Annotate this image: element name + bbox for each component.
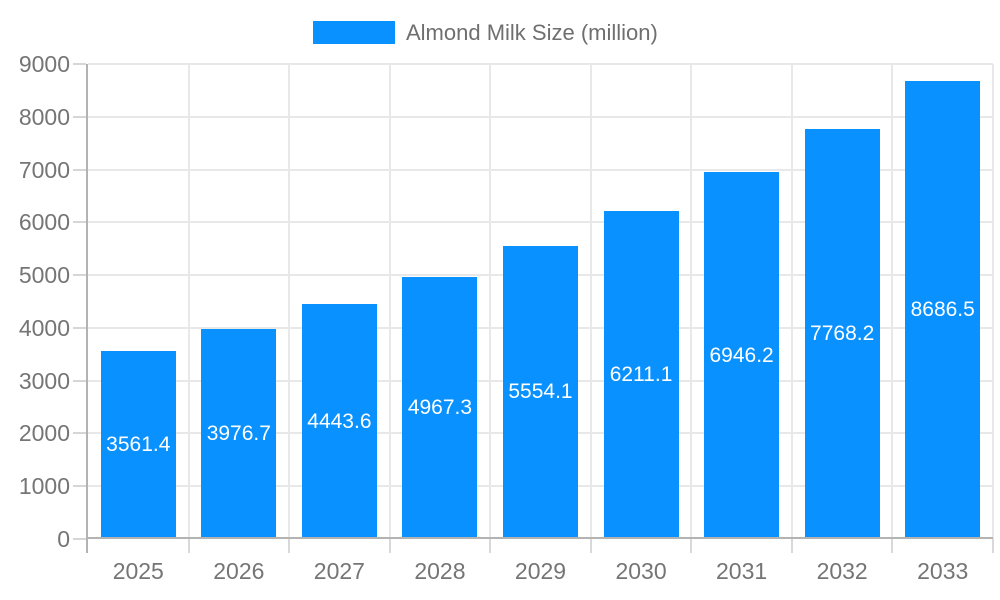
y-axis-tick xyxy=(73,432,86,435)
v-gridline xyxy=(589,64,592,539)
v-gridline xyxy=(690,64,693,539)
v-gridline xyxy=(187,64,190,539)
v-gridline xyxy=(992,64,994,539)
v-gridline xyxy=(790,64,793,539)
y-axis-tick xyxy=(73,379,86,382)
x-axis-tick xyxy=(891,539,894,553)
v-gridline xyxy=(288,64,291,539)
legend-label: Almond Milk Size (million) xyxy=(406,20,658,45)
x-axis-tick xyxy=(690,539,693,553)
x-axis-tick xyxy=(790,539,793,553)
y-axis-label: 5000 xyxy=(18,262,70,289)
h-gridline xyxy=(88,115,993,118)
y-axis-label: 3000 xyxy=(18,367,70,394)
h-gridline xyxy=(88,63,993,65)
y-axis-tick xyxy=(73,326,86,329)
h-gridline xyxy=(88,168,993,171)
y-axis-label: 7000 xyxy=(18,156,70,183)
y-axis-label: 9000 xyxy=(18,51,70,77)
y-axis-tick xyxy=(73,485,86,488)
bar-2028[interactable] xyxy=(402,276,478,537)
x-axis-label-2030: 2030 xyxy=(615,558,667,584)
x-axis-line xyxy=(88,537,993,539)
y-axis-label: 6000 xyxy=(18,209,70,236)
y-axis-tick xyxy=(73,221,86,224)
x-axis-tick xyxy=(489,539,492,553)
bar-2033[interactable] xyxy=(905,80,981,537)
x-axis-label-2025: 2025 xyxy=(112,558,164,584)
y-axis-line xyxy=(86,64,88,553)
y-axis-tick xyxy=(73,538,86,540)
legend-item[interactable]: Almond Milk Size (million) xyxy=(313,20,658,45)
bar-2026[interactable] xyxy=(201,329,277,537)
x-axis-label-2033: 2033 xyxy=(917,558,969,584)
bar-2031[interactable] xyxy=(704,172,780,537)
plot-area: 0 1000 2000 3000 4000 5000 6000 7000 8000 9000 356… xyxy=(19,51,994,584)
x-axis-label-2026: 2026 xyxy=(213,558,265,584)
x-axis-tick xyxy=(388,539,391,553)
y-axis-label: 0 xyxy=(57,526,70,552)
y-axis-label: 8000 xyxy=(18,103,70,130)
h-gridline xyxy=(88,221,993,224)
bar-2027[interactable] xyxy=(301,304,377,537)
v-gridline xyxy=(489,64,492,539)
y-axis-tick xyxy=(73,63,86,65)
x-axis-label-2032: 2032 xyxy=(816,558,868,584)
v-gridline xyxy=(388,64,391,539)
v-gridline xyxy=(891,64,894,539)
bar-2030[interactable] xyxy=(603,211,679,537)
x-axis-tick xyxy=(992,539,994,553)
y-axis-label: 2000 xyxy=(18,420,70,447)
x-axis-tick xyxy=(288,539,291,553)
bar-2032[interactable] xyxy=(804,129,880,537)
y-axis-label: 1000 xyxy=(18,473,70,500)
y-axis-tick xyxy=(73,115,86,118)
x-axis-label-2027: 2027 xyxy=(313,558,365,584)
y-axis-tick xyxy=(73,274,86,277)
x-axis-label-2028: 2028 xyxy=(414,558,466,584)
y-axis-label: 4000 xyxy=(18,314,70,341)
x-axis-tick xyxy=(187,539,190,553)
x-axis-label-2029: 2029 xyxy=(514,558,567,584)
x-axis-label-2031: 2031 xyxy=(716,558,768,584)
x-axis-tick xyxy=(589,539,592,553)
y-axis-tick xyxy=(73,168,86,171)
bar-2025[interactable] xyxy=(100,351,176,537)
bar-2029[interactable] xyxy=(503,245,578,537)
legend-swatch-icon xyxy=(313,21,395,44)
